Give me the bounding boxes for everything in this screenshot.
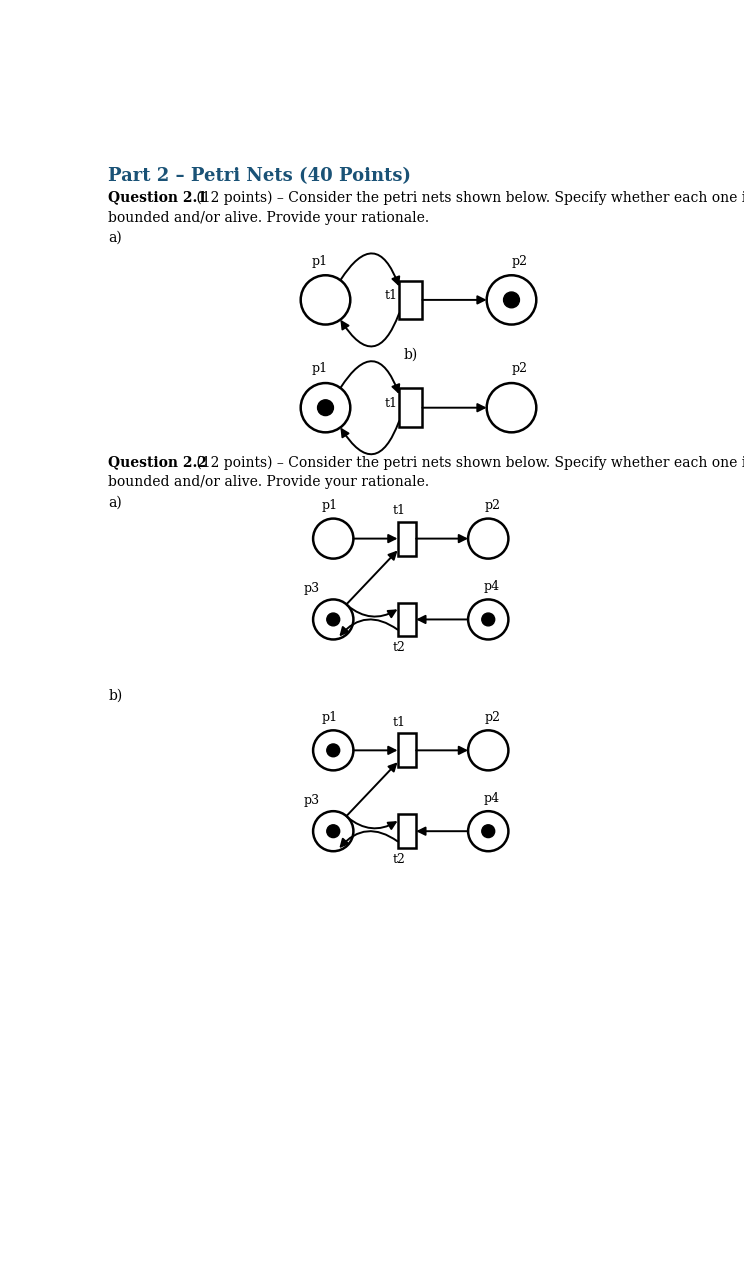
Text: p2: p2 (511, 362, 527, 375)
Circle shape (468, 599, 508, 640)
Circle shape (327, 744, 340, 756)
Bar (397, 814, 416, 849)
Circle shape (327, 824, 340, 837)
Text: Part 2 – Petri Nets (40 Points): Part 2 – Petri Nets (40 Points) (109, 168, 411, 186)
Text: t1: t1 (385, 397, 398, 410)
Circle shape (313, 518, 353, 558)
Text: t1: t1 (392, 716, 405, 728)
Text: p3: p3 (304, 582, 320, 595)
Text: p1: p1 (311, 362, 327, 375)
Circle shape (482, 613, 495, 626)
Bar (397, 733, 416, 767)
Text: t1: t1 (392, 504, 405, 517)
Bar (399, 280, 423, 319)
Circle shape (301, 383, 350, 433)
Text: t2: t2 (392, 641, 405, 654)
Circle shape (487, 275, 536, 325)
Circle shape (301, 275, 350, 325)
Circle shape (468, 518, 508, 558)
Circle shape (313, 812, 353, 851)
Text: Question 2.1: Question 2.1 (109, 191, 208, 205)
Text: p4: p4 (484, 580, 500, 593)
Text: (12 points) – Consider the petri nets shown below. Specify whether each one is: (12 points) – Consider the petri nets sh… (192, 456, 744, 470)
Text: b): b) (109, 689, 123, 703)
Text: p2: p2 (484, 712, 500, 724)
Text: a): a) (109, 230, 122, 244)
Text: b): b) (404, 348, 418, 362)
Text: p4: p4 (484, 792, 500, 805)
Text: p1: p1 (311, 255, 327, 268)
Bar (397, 522, 416, 556)
Text: bounded and/or alive. Provide your rationale.: bounded and/or alive. Provide your ratio… (109, 211, 429, 224)
Text: p3: p3 (304, 794, 320, 806)
Text: t1: t1 (385, 289, 398, 302)
Circle shape (327, 613, 340, 626)
Circle shape (504, 292, 519, 307)
Text: t2: t2 (392, 852, 405, 865)
Circle shape (468, 731, 508, 771)
Text: p2: p2 (484, 499, 500, 512)
Bar (397, 603, 416, 636)
Text: bounded and/or alive. Provide your rationale.: bounded and/or alive. Provide your ratio… (109, 475, 429, 489)
Text: p2: p2 (511, 255, 527, 268)
Circle shape (313, 731, 353, 771)
Text: p1: p1 (321, 712, 338, 724)
Text: p1: p1 (321, 499, 338, 512)
Circle shape (468, 812, 508, 851)
Text: Question 2.2: Question 2.2 (109, 456, 208, 470)
Circle shape (313, 599, 353, 640)
Circle shape (318, 399, 333, 416)
Circle shape (482, 824, 495, 837)
Text: a): a) (109, 495, 122, 509)
Circle shape (487, 383, 536, 433)
Bar (399, 388, 423, 428)
Text: (12 points) – Consider the petri nets shown below. Specify whether each one is: (12 points) – Consider the petri nets sh… (192, 191, 744, 205)
